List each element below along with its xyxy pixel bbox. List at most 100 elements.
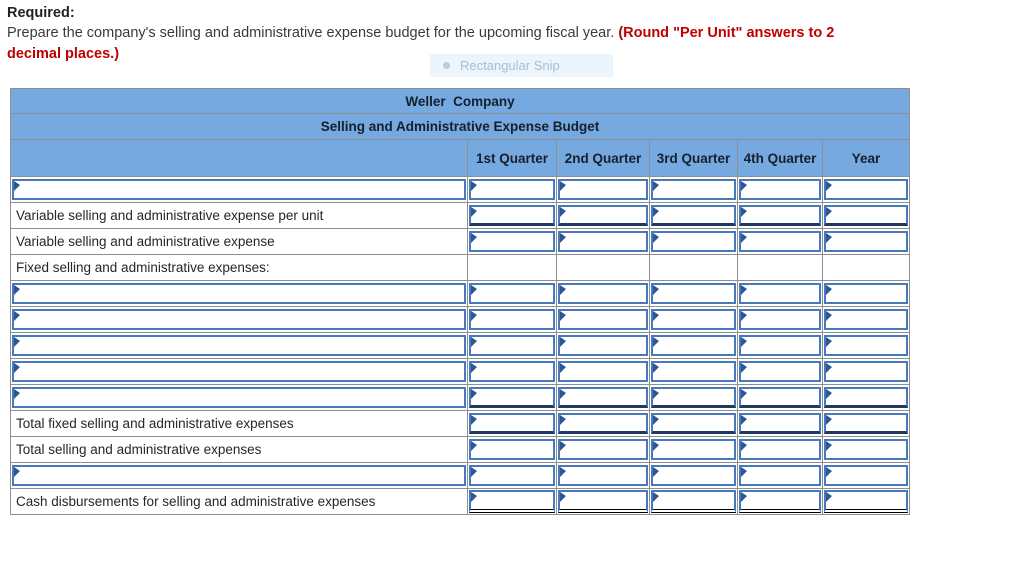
- table-row: Total selling and administrative expense…: [10, 436, 911, 463]
- amount-input-q4[interactable]: [739, 465, 821, 486]
- amount-input-q3[interactable]: [651, 179, 736, 200]
- table-row: [10, 280, 911, 307]
- description-input[interactable]: [12, 179, 466, 200]
- amount-input-q2[interactable]: [558, 309, 648, 330]
- amount-input-q2[interactable]: [558, 490, 648, 513]
- table-row: [10, 462, 911, 489]
- company-title: Weller Company: [9, 88, 911, 114]
- amount-input-year[interactable]: [824, 439, 909, 460]
- table-row: [10, 306, 911, 333]
- amount-input-q1[interactable]: [469, 439, 555, 460]
- amount-input-q2[interactable]: [558, 361, 648, 382]
- amount-input-q3[interactable]: [651, 387, 736, 408]
- amount-input-q2[interactable]: [558, 439, 648, 460]
- description-input[interactable]: [12, 283, 466, 304]
- amount-input-q2[interactable]: [558, 283, 648, 304]
- amount-input-q4[interactable]: [739, 231, 821, 252]
- amount-input-q4[interactable]: [739, 361, 821, 382]
- description-input[interactable]: [12, 309, 466, 330]
- amount-input-q1[interactable]: [469, 490, 555, 513]
- amount-input-q4[interactable]: [739, 205, 821, 226]
- amount-input-q2[interactable]: [558, 413, 648, 434]
- amount-input-q3[interactable]: [651, 309, 736, 330]
- amount-input-year[interactable]: [824, 361, 909, 382]
- required-label: Required:: [7, 5, 75, 21]
- snip-dot-icon: [443, 62, 450, 69]
- table-row: Fixed selling and administrative expense…: [10, 254, 911, 281]
- table-row: [10, 384, 911, 411]
- amount-input-year[interactable]: [824, 283, 909, 304]
- instruction-red-line1: (Round "Per Unit" answers to 2: [618, 25, 835, 41]
- description-input[interactable]: [12, 465, 466, 486]
- amount-input-q2[interactable]: [558, 387, 648, 408]
- amount-input-q1[interactable]: [469, 179, 555, 200]
- column-header-q2: 2nd Quarter: [556, 139, 650, 177]
- amount-input-year[interactable]: [824, 231, 909, 252]
- amount-input-q1[interactable]: [469, 387, 555, 408]
- amount-input-q2[interactable]: [558, 465, 648, 486]
- column-header-q1: 1st Quarter: [467, 139, 557, 177]
- amount-input-q1[interactable]: [469, 361, 555, 382]
- amount-input-q1[interactable]: [469, 309, 555, 330]
- amount-input-q3[interactable]: [651, 465, 736, 486]
- budget-subtitle: Selling and Administrative Expense Budge…: [9, 113, 911, 140]
- amount-input-q2[interactable]: [558, 231, 648, 252]
- amount-input-q4[interactable]: [739, 309, 821, 330]
- amount-input-q3[interactable]: [651, 439, 736, 460]
- table-row: [10, 332, 911, 359]
- amount-input-q4[interactable]: [739, 283, 821, 304]
- table-row: Cash disbursements for selling and admin…: [10, 488, 911, 515]
- amount-input-q1[interactable]: [469, 231, 555, 252]
- description-input[interactable]: [12, 361, 466, 382]
- table-row: [10, 176, 911, 203]
- amount-input-q4[interactable]: [739, 387, 821, 408]
- instruction-red-line2: decimal places.): [7, 46, 120, 62]
- amount-input-q2[interactable]: [558, 179, 648, 200]
- amount-input-q3[interactable]: [651, 231, 736, 252]
- amount-input-q4[interactable]: [739, 413, 821, 434]
- amount-input-year[interactable]: [824, 335, 909, 356]
- amount-input-year[interactable]: [824, 465, 909, 486]
- amount-input-q1[interactable]: [469, 335, 555, 356]
- amount-input-q3[interactable]: [651, 490, 736, 513]
- amount-input-year[interactable]: [824, 387, 909, 408]
- amount-input-year[interactable]: [824, 179, 909, 200]
- amount-input-q3[interactable]: [651, 335, 736, 356]
- table-title-row: Weller Company: [9, 88, 911, 114]
- rectangular-snip-overlay: Rectangular Snip: [430, 54, 613, 77]
- amount-input-year[interactable]: [824, 413, 909, 434]
- amount-input-q1[interactable]: [469, 205, 555, 226]
- amount-input-year[interactable]: [824, 309, 909, 330]
- amount-input-q1[interactable]: [469, 465, 555, 486]
- amount-input-q4[interactable]: [739, 490, 821, 513]
- amount-input-q4[interactable]: [739, 439, 821, 460]
- budget-table: Weller Company Selling and Administrativ…: [9, 88, 911, 515]
- amount-input-q2[interactable]: [558, 335, 648, 356]
- amount-input-q3[interactable]: [651, 283, 736, 304]
- amount-input-q3[interactable]: [651, 413, 736, 434]
- table-subtitle-row: Selling and Administrative Expense Budge…: [9, 113, 911, 140]
- description-input[interactable]: [12, 335, 466, 356]
- amount-input-year[interactable]: [824, 490, 909, 513]
- row-label: Total selling and administrative expense…: [10, 436, 468, 463]
- table-row: Variable selling and administrative expe…: [10, 202, 911, 229]
- amount-input-q2[interactable]: [558, 205, 648, 226]
- amount-input-q1[interactable]: [469, 283, 555, 304]
- table-row: Variable selling and administrative expe…: [10, 228, 911, 255]
- row-label: Variable selling and administrative expe…: [10, 228, 468, 255]
- snip-label: Rectangular Snip: [460, 58, 560, 73]
- description-input[interactable]: [12, 387, 466, 408]
- amount-input-q4[interactable]: [739, 179, 821, 200]
- column-header-blank: [10, 139, 468, 177]
- amount-input-q1[interactable]: [469, 413, 555, 434]
- column-header-q4: 4th Quarter: [737, 139, 823, 177]
- amount-input-q4[interactable]: [739, 335, 821, 356]
- instruction-black: Prepare the company's selling and admini…: [7, 25, 619, 41]
- row-label: Fixed selling and administrative expense…: [10, 254, 468, 281]
- row-label: Cash disbursements for selling and admin…: [10, 488, 468, 515]
- amount-input-q3[interactable]: [651, 361, 736, 382]
- table-row: [10, 358, 911, 385]
- column-header-q3: 3rd Quarter: [649, 139, 738, 177]
- amount-input-year[interactable]: [824, 205, 909, 226]
- amount-input-q3[interactable]: [651, 205, 736, 226]
